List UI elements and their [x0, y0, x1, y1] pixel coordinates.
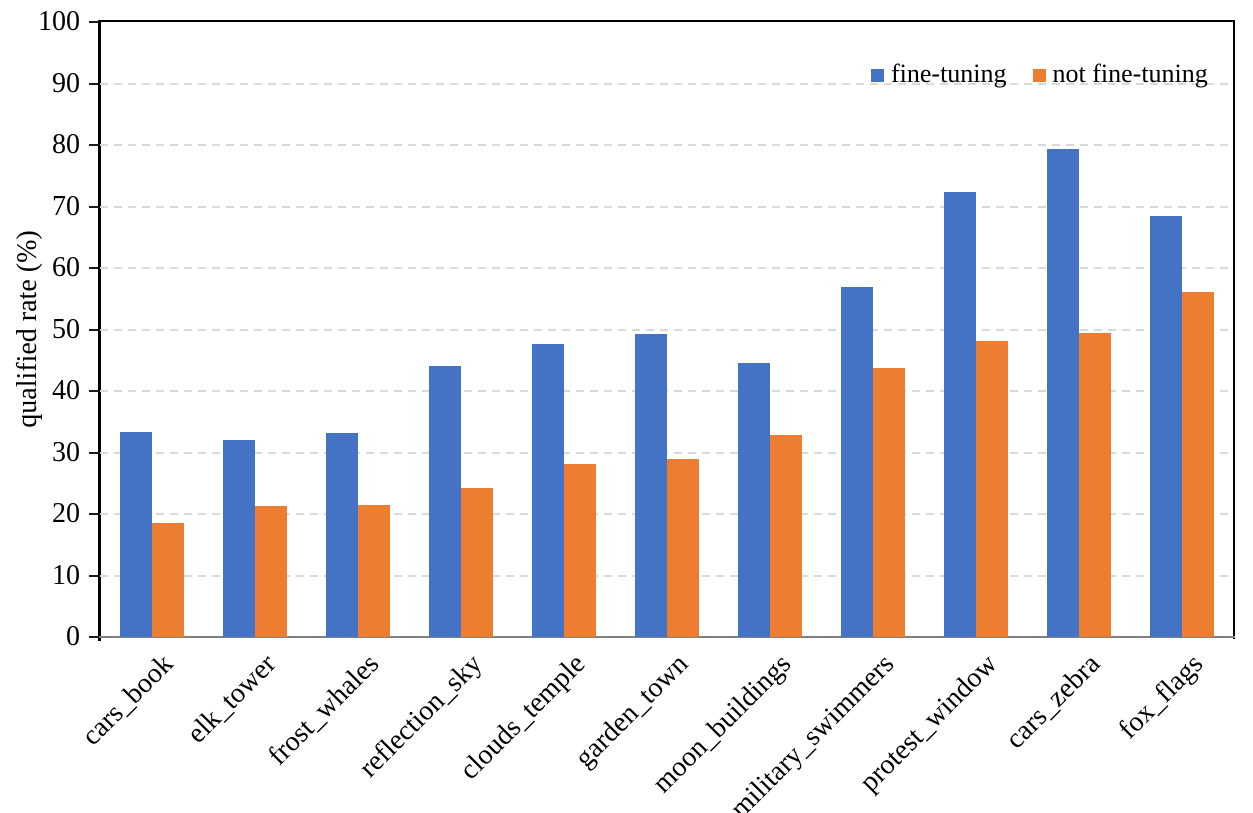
legend-label-not-fine-tuning: not fine-tuning [1052, 59, 1208, 88]
y-axis-line [98, 20, 101, 641]
bar-not-fine-tuning-moon_buildings [769, 434, 802, 637]
gridline-50 [100, 328, 1233, 331]
y-tick-mark-70 [89, 205, 99, 208]
bar-not-fine-tuning-elk_tower [254, 506, 287, 637]
gridline-80 [100, 144, 1233, 146]
bar-fine-tuning-military_swimmers [840, 287, 873, 637]
y-tick-label-60: 60 [52, 252, 80, 283]
bar-fine-tuning-protest_window [943, 191, 976, 637]
y-tick-mark-10 [89, 574, 99, 577]
bar-fine-tuning-reflection_sky [428, 365, 461, 637]
gridline-70 [100, 205, 1233, 208]
y-tick-label-70: 70 [52, 190, 80, 222]
y-tick-mark-0 [89, 636, 99, 638]
y-tick-label-80: 80 [52, 129, 80, 160]
y-axis-title: qualified rate (%) [12, 230, 43, 428]
bar-not-fine-tuning-garden_town [666, 459, 699, 637]
y-tick-mark-80 [89, 144, 99, 146]
plot-top-border [98, 20, 1235, 22]
bar-not-fine-tuning-reflection_sky [460, 487, 493, 637]
y-tick-label-0: 0 [66, 621, 80, 652]
x-category-label-cars_book: cars_book [75, 648, 179, 752]
bar-fine-tuning-cars_book [119, 431, 152, 637]
bar-not-fine-tuning-protest_window [975, 341, 1008, 637]
bar-fine-tuning-moon_buildings [737, 363, 770, 637]
legend-label-fine-tuning: fine-tuning [891, 59, 1007, 88]
y-tick-label-90: 90 [52, 67, 80, 99]
x-category-label-fox_flags: fox_flags [1112, 648, 1209, 746]
bar-fine-tuning-clouds_temple [531, 343, 564, 637]
y-tick-mark-60 [89, 267, 99, 269]
x-axis-line [98, 636, 1235, 638]
legend-swatch-not-fine-tuning [1032, 68, 1046, 82]
legend-item-fine-tuning: fine-tuning [871, 58, 1007, 90]
gridline-40 [100, 390, 1233, 392]
bar-fine-tuning-elk_tower [222, 439, 255, 637]
y-tick-label-20: 20 [52, 498, 80, 529]
bar-not-fine-tuning-clouds_temple [563, 464, 596, 637]
bar-not-fine-tuning-military_swimmers [872, 368, 905, 637]
bar-not-fine-tuning-cars_book [151, 523, 184, 637]
y-tick-mark-50 [89, 328, 99, 331]
gridline-30 [100, 451, 1233, 454]
x-category-label-elk_tower: elk_tower [180, 648, 282, 750]
bar-fine-tuning-frost_whales [325, 433, 358, 637]
legend-swatch-fine-tuning [871, 68, 884, 82]
bar-fine-tuning-cars_zebra [1046, 148, 1079, 637]
gridline-90 [100, 82, 1233, 85]
y-tick-label-30: 30 [52, 436, 80, 468]
legend-item-not-fine-tuning: not fine-tuning [1032, 58, 1208, 90]
plot-right-border [1233, 20, 1235, 639]
y-tick-mark-30 [89, 451, 99, 454]
x-category-label-cars_zebra: cars_zebra [999, 648, 1106, 755]
y-tick-mark-100 [89, 21, 99, 23]
bar-not-fine-tuning-fox_flags [1181, 291, 1214, 637]
gridline-60 [100, 267, 1233, 269]
bar-fine-tuning-fox_flags [1149, 216, 1182, 637]
legend: fine-tuning not fine-tuning [871, 58, 1208, 90]
y-tick-label-50: 50 [52, 313, 80, 345]
y-tick-mark-20 [89, 513, 99, 515]
y-tick-label-40: 40 [52, 375, 80, 406]
y-tick-label-10: 10 [52, 559, 80, 591]
y-tick-label-100: 100 [38, 6, 80, 37]
bar-fine-tuning-garden_town [634, 333, 667, 637]
y-tick-mark-40 [89, 390, 99, 392]
bar-not-fine-tuning-cars_zebra [1078, 333, 1111, 637]
y-tick-mark-90 [89, 82, 99, 85]
bar-not-fine-tuning-frost_whales [357, 504, 390, 637]
